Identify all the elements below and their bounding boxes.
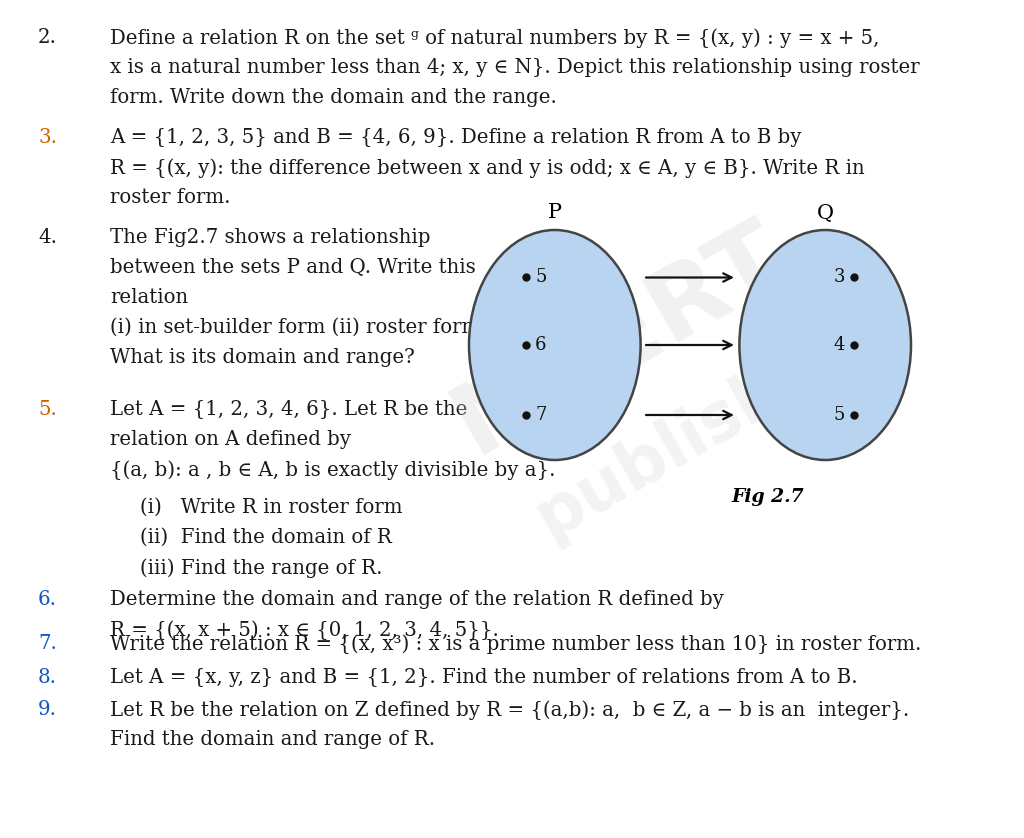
Text: (iii) Find the range of R.: (iii) Find the range of R. [140, 558, 383, 577]
Text: 7.: 7. [38, 634, 57, 653]
Text: Write the relation R = {(x, x³) : x is a prime number less than 10} in roster fo: Write the relation R = {(x, x³) : x is a… [110, 634, 922, 654]
Text: (ii)  Find the domain of R: (ii) Find the domain of R [140, 528, 392, 547]
Text: 6.: 6. [38, 590, 57, 609]
Text: published: published [523, 309, 877, 551]
Text: relation: relation [110, 288, 188, 307]
Text: form. Write down the domain and the range.: form. Write down the domain and the rang… [110, 88, 557, 107]
Text: Determine the domain and range of the relation R defined by: Determine the domain and range of the re… [110, 590, 724, 609]
Text: 8.: 8. [38, 668, 57, 687]
Text: 6: 6 [535, 336, 547, 354]
Text: 9.: 9. [38, 700, 57, 719]
Text: R = {(x, y): the difference between x and y is odd; x ∈ A, y ∈ B}. Write R in: R = {(x, y): the difference between x an… [110, 158, 864, 178]
Text: Let A = {1, 2, 3, 4, 6}. Let R be the: Let A = {1, 2, 3, 4, 6}. Let R be the [110, 400, 467, 419]
Text: 3.: 3. [38, 128, 57, 147]
Text: relation on A defined by: relation on A defined by [110, 430, 351, 449]
Text: 2.: 2. [38, 28, 57, 47]
Text: 4.: 4. [38, 228, 57, 247]
Text: 5: 5 [535, 268, 547, 287]
Text: Find the domain and range of R.: Find the domain and range of R. [110, 730, 435, 749]
Text: A = {1, 2, 3, 5} and B = {4, 6, 9}. Define a relation R from A to B by: A = {1, 2, 3, 5} and B = {4, 6, 9}. Defi… [110, 128, 802, 147]
Text: x is a natural number less than 4; x, y ∈ N}. Depict this relationship using ros: x is a natural number less than 4; x, y … [110, 58, 920, 77]
Text: 5.: 5. [38, 400, 57, 419]
Text: between the sets P and Q. Write this: between the sets P and Q. Write this [110, 258, 476, 277]
Ellipse shape [469, 230, 641, 460]
Text: Q: Q [817, 204, 834, 223]
Text: Fig 2.7: Fig 2.7 [732, 488, 804, 505]
Text: R = {(x, x + 5) : x ∈ {0, 1, 2, 3, 4, 5}}.: R = {(x, x + 5) : x ∈ {0, 1, 2, 3, 4, 5}… [110, 620, 499, 639]
Text: The Fig2.7 shows a relationship: The Fig2.7 shows a relationship [110, 228, 430, 247]
Text: roster form.: roster form. [110, 188, 230, 207]
Ellipse shape [739, 230, 911, 460]
Text: 3: 3 [834, 268, 845, 287]
Text: P: P [548, 204, 562, 223]
Text: (i) in set-builder form (ii) roster form.: (i) in set-builder form (ii) roster form… [110, 318, 486, 337]
Text: {(a, b): a , b ∈ A, b is exactly divisible by a}.: {(a, b): a , b ∈ A, b is exactly divisib… [110, 460, 555, 479]
Text: What is its domain and range?: What is its domain and range? [110, 348, 415, 367]
Text: NCERT: NCERT [437, 206, 803, 473]
Text: 7: 7 [535, 406, 547, 424]
Text: Let R be the relation on Z defined by R = {(a,b): a,  b ∈ Z, a − b is an  intege: Let R be the relation on Z defined by R … [110, 700, 909, 720]
Text: 4: 4 [834, 336, 845, 354]
Text: Define a relation R on the set ⁠ᵍ⁠ of natural numbers by R = {(x, y) : y = x + 5: Define a relation R on the set ⁠ᵍ⁠ of na… [110, 28, 880, 48]
Text: (i)   Write R in roster form: (i) Write R in roster form [140, 498, 402, 517]
Text: Let A = {x, y, z} and B = {1, 2}. Find the number of relations from A to B.: Let A = {x, y, z} and B = {1, 2}. Find t… [110, 668, 858, 687]
Text: 5: 5 [834, 406, 845, 424]
